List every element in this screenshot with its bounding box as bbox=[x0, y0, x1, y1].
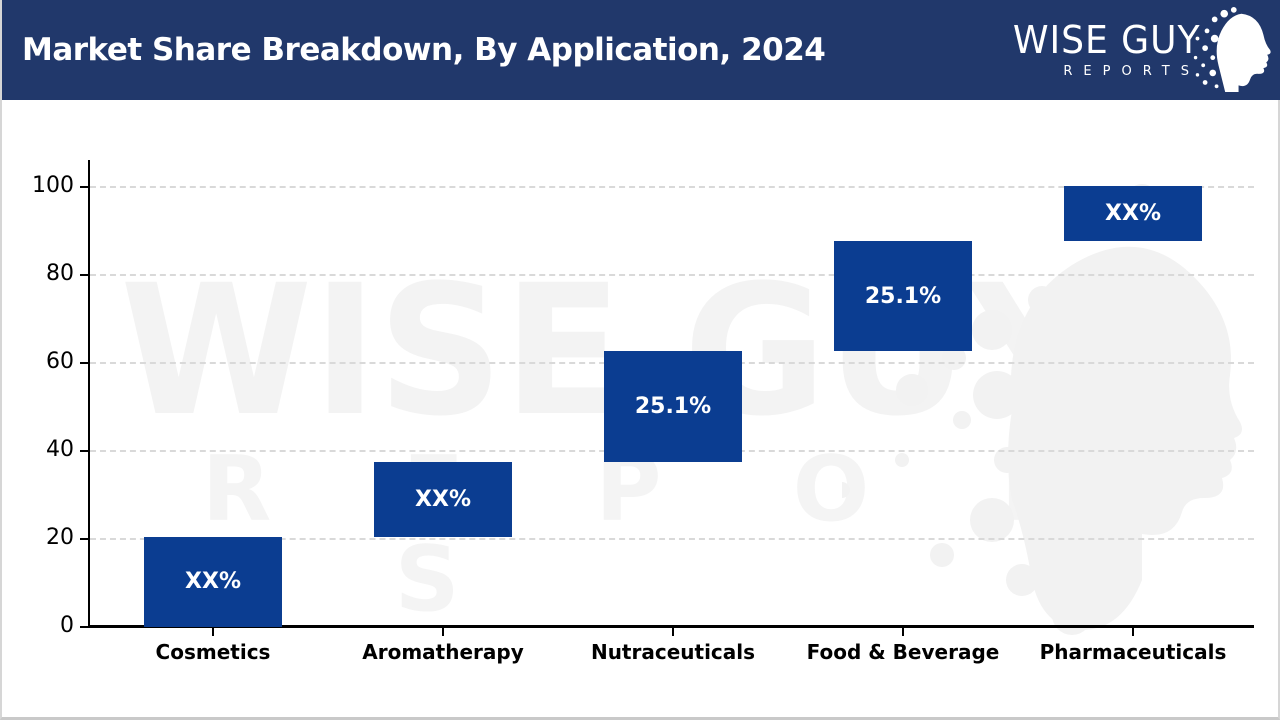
x-tick-4 bbox=[1132, 627, 1134, 636]
x-axis-line bbox=[88, 625, 1254, 628]
y-tick-label-0: 0 bbox=[60, 613, 74, 638]
bar-value-label: XX% bbox=[415, 486, 471, 512]
bar-aromatherapy: XX% bbox=[374, 462, 512, 537]
y-tick-label-80: 80 bbox=[46, 261, 74, 286]
bar-value-label: XX% bbox=[1105, 201, 1161, 227]
chart-title: Market Share Breakdown, By Application, … bbox=[22, 32, 826, 68]
logo-wordmark: WISE GUY bbox=[1012, 18, 1200, 62]
x-tick-0 bbox=[212, 627, 214, 636]
x-category-label: Aromatherapy bbox=[362, 640, 524, 664]
header: Market Share Breakdown, By Application, … bbox=[2, 0, 1280, 100]
y-tick-label-60: 60 bbox=[46, 349, 74, 374]
x-tick-1 bbox=[442, 627, 444, 636]
x-category-label: Cosmetics bbox=[155, 640, 271, 664]
y-tick-20 bbox=[80, 538, 90, 540]
y-tick-40 bbox=[80, 450, 90, 452]
gridline-100 bbox=[90, 186, 1254, 188]
y-tick-100 bbox=[80, 186, 90, 188]
x-category-label: Pharmaceuticals bbox=[1039, 640, 1227, 664]
logo-text: WISE GUY REPORTS bbox=[1003, 21, 1200, 79]
x-category-label: Food & Beverage bbox=[806, 640, 1000, 664]
x-tick-2 bbox=[672, 627, 674, 636]
logo-subtitle: REPORTS bbox=[1063, 64, 1200, 79]
bar-pharmaceuticals: XX% bbox=[1064, 186, 1202, 242]
y-tick-0 bbox=[80, 626, 90, 628]
y-tick-60 bbox=[80, 362, 90, 364]
bar-nutraceuticals: 25.1% bbox=[604, 351, 742, 462]
bar-value-label: XX% bbox=[185, 569, 241, 595]
logo-head-icon bbox=[1193, 7, 1271, 93]
y-tick-label-40: 40 bbox=[46, 437, 74, 462]
y-axis-line bbox=[88, 160, 90, 628]
wiseguy-logo: WISE GUY REPORTS bbox=[1003, 6, 1272, 94]
gridline-80 bbox=[90, 274, 1254, 276]
x-category-label: Nutraceuticals bbox=[590, 640, 756, 664]
gridline-20 bbox=[90, 538, 1254, 540]
y-tick-label-100: 100 bbox=[32, 173, 74, 198]
y-tick-label-20: 20 bbox=[46, 525, 74, 550]
bar-value-label: 25.1% bbox=[864, 283, 942, 309]
bar-food-beverage: 25.1% bbox=[834, 241, 972, 352]
bar-cosmetics: XX% bbox=[144, 536, 282, 627]
x-tick-3 bbox=[902, 627, 904, 636]
bar-value-label: 25.1% bbox=[634, 394, 712, 420]
y-tick-80 bbox=[80, 274, 90, 276]
